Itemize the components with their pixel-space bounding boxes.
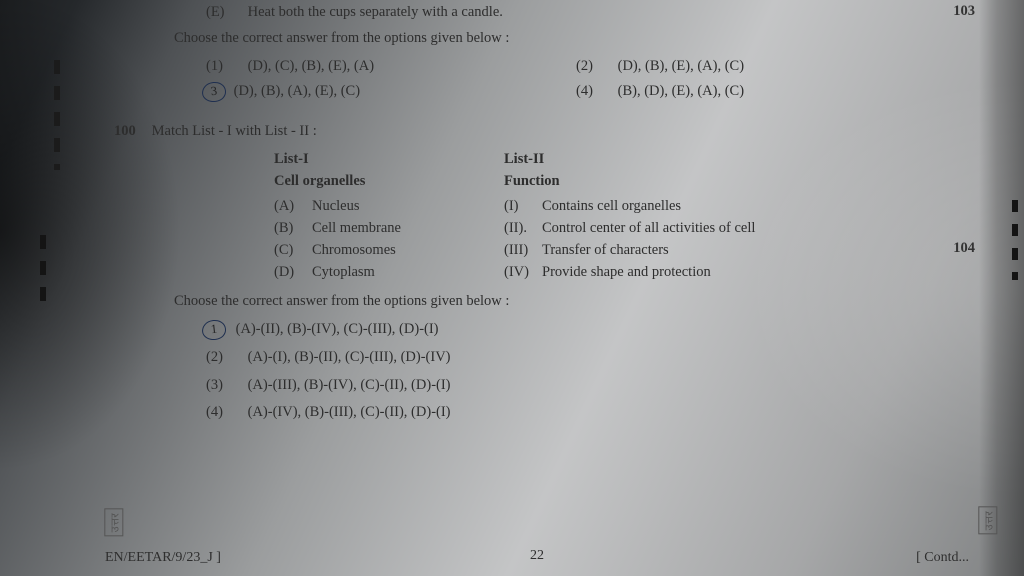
- q100-opt3: (3) (A)-(III), (B)-(IV), (C)-(II), (D)-(…: [206, 375, 979, 397]
- list1-sub: Cell organelles: [274, 171, 504, 193]
- page-content: 103 (E) Heat both the cups separately wi…: [150, 2, 979, 424]
- q100-number: 100: [114, 121, 148, 143]
- q100-opt4-text: (A)-(IV), (B)-(III), (C)-(II), (D)-(I): [248, 404, 451, 420]
- rowIII-label: (III): [504, 240, 542, 262]
- q100-opt1: 1 (A)-(II), (B)-(IV), (C)-(III), (D)-(I): [206, 319, 979, 341]
- q100-stem-row: 100 Match List - I with List - II :: [150, 121, 979, 143]
- margin-number-103: 103: [953, 1, 975, 23]
- top-options-row2: 3 (D), (B), (A), (E), (C) (4) (B), (D), …: [206, 81, 979, 103]
- rowIV-text: Provide shape and protection: [542, 264, 711, 280]
- step-e-label: (E): [206, 2, 244, 24]
- rowA-text: Nucleus: [312, 198, 360, 214]
- q100-opt2: (2) (A)-(I), (B)-(II), (C)-(III), (D)-(I…: [206, 347, 979, 369]
- rowIII-text: Transfer of characters: [542, 242, 669, 258]
- q100-opt2-text: (A)-(I), (B)-(II), (C)-(III), (D)-(IV): [248, 349, 451, 365]
- q100-opt1-text: (A)-(II), (B)-(IV), (C)-(III), (D)-(I): [236, 321, 439, 337]
- opt1-num: (1): [206, 56, 244, 78]
- opt4-text: (B), (D), (E), (A), (C): [618, 83, 744, 99]
- list-sub-row: Cell organelles Function: [150, 171, 979, 193]
- page-footer: EN/EETAR/9/23_J ] 22 [ Contd...: [105, 550, 969, 566]
- rowII-text: Control center of all activities of cell: [542, 220, 755, 236]
- top-options-row1: (1) (D), (C), (B), (E), (A) (2) (D), (B)…: [206, 56, 979, 78]
- rowD-text: Cytoplasm: [312, 264, 375, 280]
- q100-stem: Match List - I with List - II :: [152, 123, 317, 139]
- q100-opt2-num: (2): [206, 347, 244, 369]
- right-page-fold: [979, 0, 1024, 576]
- list2-head: List-II: [504, 149, 544, 171]
- stamp-right: उत्तर: [974, 511, 1002, 530]
- rowD-label: (D): [274, 262, 312, 284]
- q100-opt4-num: (4): [206, 402, 244, 424]
- choose-line-top: Choose the correct answer from the optio…: [174, 28, 979, 50]
- rowI-text: Contains cell organelles: [542, 198, 681, 214]
- choose-line-q100: Choose the correct answer from the optio…: [174, 291, 979, 313]
- list1-head: List-I: [274, 149, 504, 171]
- match-row-a: (A)Nucleus (I)Contains cell organelles: [150, 196, 979, 218]
- rowC-label: (C): [274, 240, 312, 262]
- right-dash-marks: [1012, 200, 1018, 280]
- footer-right: [ Contd...: [916, 550, 969, 566]
- rowB-label: (B): [274, 218, 312, 240]
- stamp-text-left: उत्तर: [104, 509, 123, 537]
- step-e-text: Heat both the cups separately with a can…: [248, 4, 503, 20]
- rowB-text: Cell membrane: [312, 220, 401, 236]
- match-row-c: (C)Chromosomes (III)Transfer of characte…: [150, 240, 979, 262]
- footer-page-number: 22: [530, 548, 544, 564]
- q100-opt4: (4) (A)-(IV), (B)-(III), (C)-(II), (D)-(…: [206, 402, 979, 424]
- step-e-row: (E) Heat both the cups separately with a…: [206, 2, 979, 24]
- opt4-num: (4): [576, 81, 614, 103]
- margin-number-104: 104: [953, 238, 975, 260]
- q100-opt3-text: (A)-(III), (B)-(IV), (C)-(II), (D)-(I): [248, 377, 451, 393]
- opt1-text: (D), (C), (B), (E), (A): [248, 58, 374, 74]
- match-row-d: (D)Cytoplasm (IV)Provide shape and prote…: [150, 262, 979, 284]
- rowIV-label: (IV): [504, 262, 542, 284]
- pen-circle-icon: 1: [201, 319, 227, 341]
- match-row-b: (B)Cell membrane (II).Control center of …: [150, 218, 979, 240]
- stamp-left: उत्तर: [100, 513, 128, 532]
- list2-sub: Function: [504, 171, 560, 193]
- rowC-text: Chromosomes: [312, 242, 396, 258]
- rowII-label: (II).: [504, 218, 542, 240]
- opt3-text: (D), (B), (A), (E), (C): [234, 83, 360, 99]
- rowA-label: (A): [274, 196, 312, 218]
- stamp-text-right: उत्तर: [979, 507, 998, 535]
- q100-opt3-num: (3): [206, 375, 244, 397]
- opt2-text: (D), (B), (E), (A), (C): [618, 58, 744, 74]
- rowI-label: (I): [504, 196, 542, 218]
- footer-left: EN/EETAR/9/23_J ]: [105, 550, 221, 566]
- pen-circle-icon: 3: [201, 81, 227, 103]
- list-head-row: List-I List-II: [150, 149, 979, 171]
- opt2-num: (2): [576, 56, 614, 78]
